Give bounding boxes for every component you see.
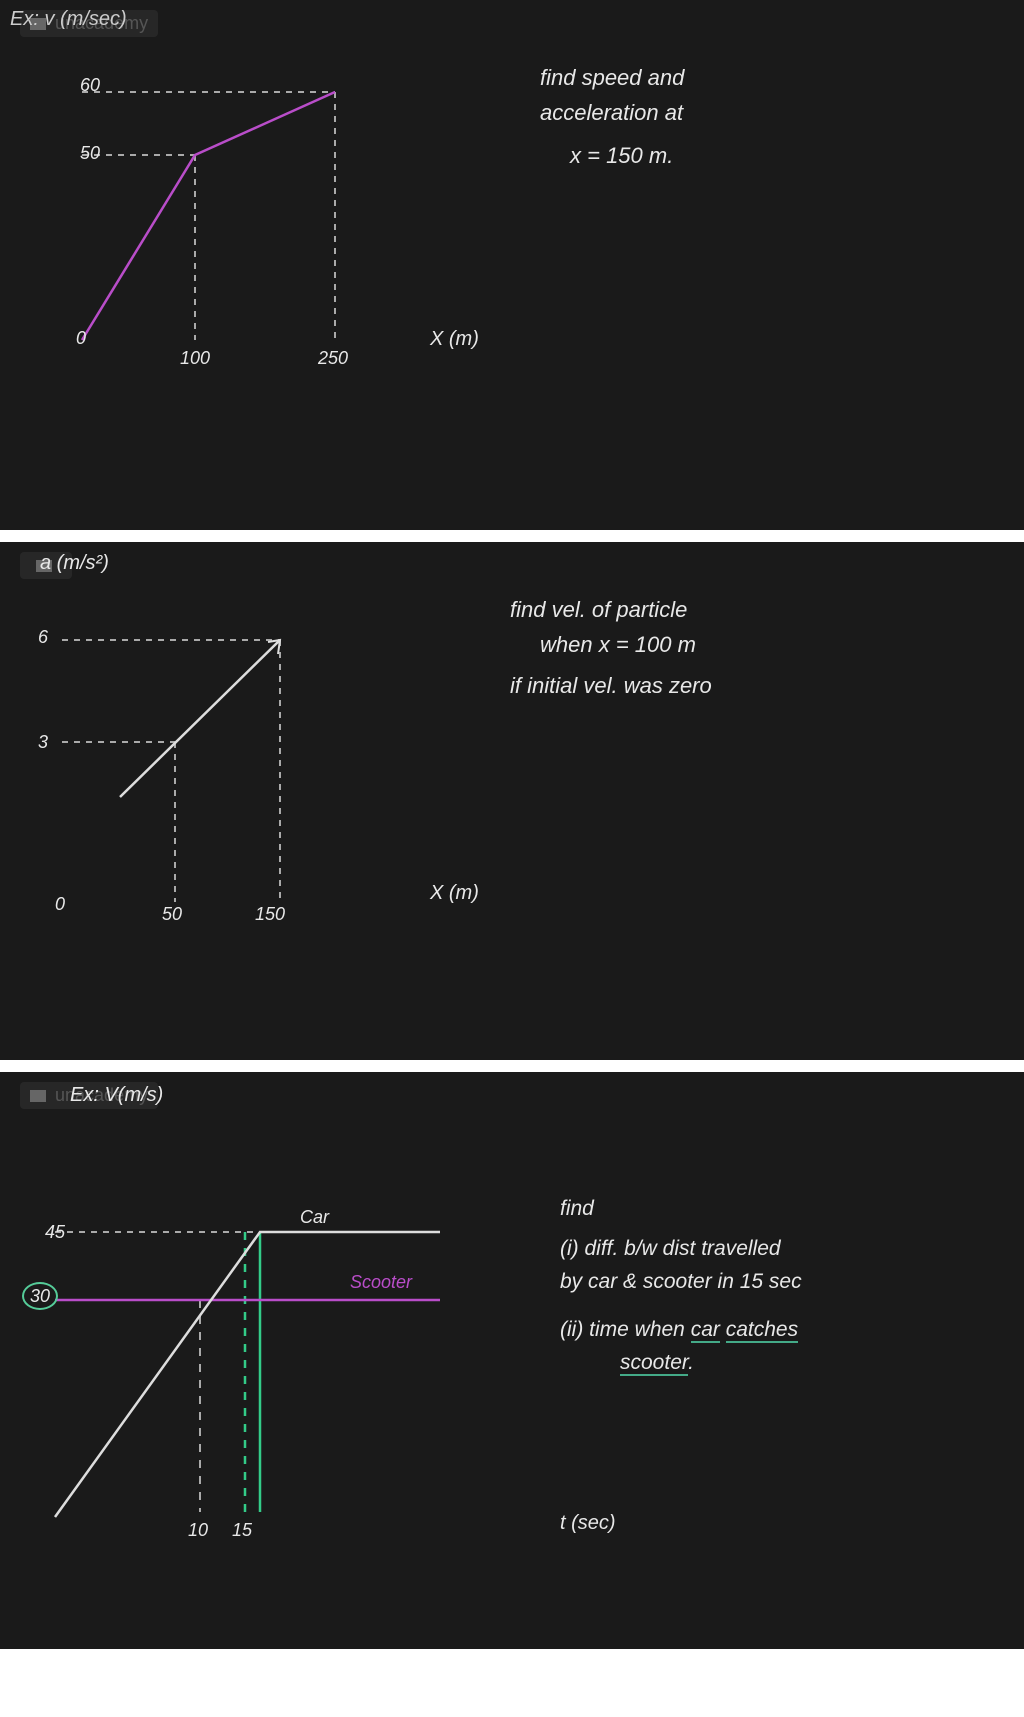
xtick: 10: [188, 1520, 208, 1541]
label-car: Car: [300, 1207, 329, 1228]
ytick: 60: [80, 75, 100, 96]
ytick: 45: [45, 1222, 65, 1243]
graph-3: [0, 1072, 480, 1552]
q-line: scooter.: [620, 1346, 802, 1380]
xtick: 0: [55, 894, 65, 915]
x-axis-label-1: X (m): [430, 328, 479, 351]
xtick: 50: [162, 904, 182, 925]
q-line: by car & scooter in 15 sec: [560, 1265, 802, 1299]
q-line: find speed and: [540, 60, 684, 95]
xtick: 15: [232, 1520, 252, 1541]
ytick: 50: [80, 143, 100, 164]
question-2: find vel. of particle when x = 100 m if …: [510, 592, 712, 704]
question-1: find speed and acceleration at x = 150 m…: [540, 60, 684, 174]
x-axis-label-3: t (sec): [560, 1512, 616, 1535]
graph-2: [0, 542, 460, 942]
graph-1: [0, 0, 460, 400]
ytick-circled: 30: [22, 1286, 58, 1307]
q-line: (ii) time when car catches: [560, 1313, 802, 1347]
question-3: find (i) diff. b/w dist travelled by car…: [560, 1192, 802, 1380]
q-line: if initial vel. was zero: [510, 668, 712, 703]
panel-3: unacademy Ex: V(m/s) 45 30 10 15 Car Sco…: [0, 1072, 1024, 1649]
xtick: 150: [255, 904, 285, 925]
q-line: x = 150 m.: [570, 138, 684, 173]
x-axis-label-2: X (m): [430, 882, 479, 905]
q-line: (i) diff. b/w dist travelled: [560, 1232, 802, 1266]
q-line: acceleration at: [540, 95, 684, 130]
q-line: find vel. of particle: [510, 592, 712, 627]
label-scooter: Scooter: [350, 1272, 412, 1293]
panel-1: unacademy Ex: v (m/sec) 60 50 0 100 250 …: [0, 0, 1024, 530]
q-line: find: [560, 1192, 802, 1226]
ytick: 3: [38, 732, 48, 753]
xtick: 100: [180, 348, 210, 369]
xtick: 0: [76, 328, 86, 349]
series-line: [120, 640, 280, 797]
q-line: when x = 100 m: [540, 627, 712, 662]
ytick: 6: [38, 627, 48, 648]
panel-2: a (m/s²) 6 3 0 50 150 X (m) find vel. of…: [0, 542, 1024, 1060]
xtick: 250: [318, 348, 348, 369]
series-line: [82, 92, 335, 340]
